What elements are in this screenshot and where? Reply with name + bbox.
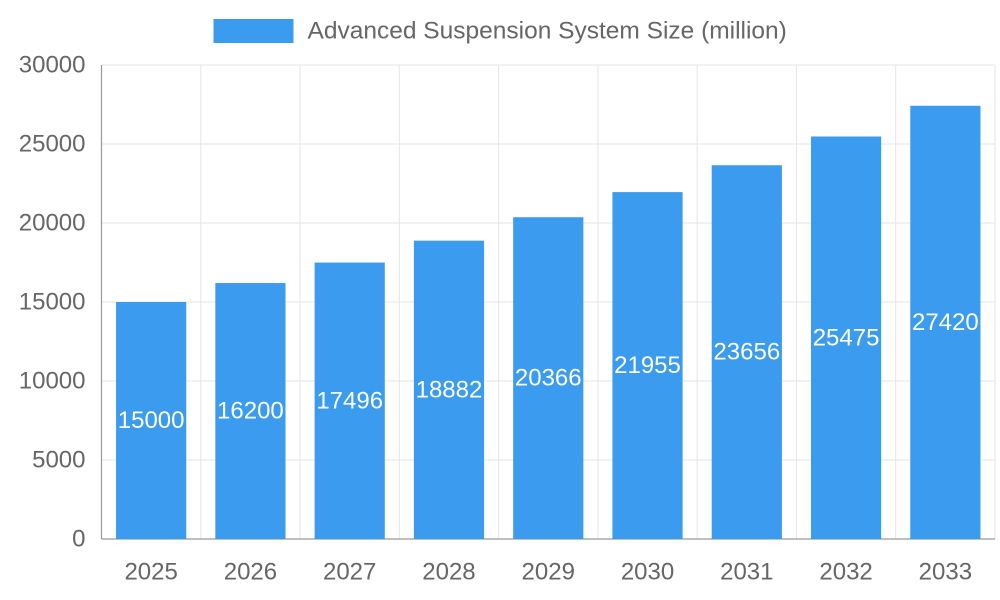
svg-text:20000: 20000	[19, 210, 86, 237]
svg-text:23656: 23656	[713, 339, 780, 366]
svg-text:2025: 2025	[124, 559, 177, 586]
svg-text:2027: 2027	[323, 559, 376, 586]
svg-text:2031: 2031	[720, 559, 773, 586]
svg-text:10000: 10000	[19, 368, 86, 395]
svg-text:25000: 25000	[19, 131, 86, 158]
svg-text:5000: 5000	[32, 447, 85, 474]
svg-text:27420: 27420	[912, 309, 979, 336]
svg-text:21955: 21955	[614, 352, 681, 379]
svg-text:2033: 2033	[919, 559, 972, 586]
svg-text:2029: 2029	[522, 559, 575, 586]
svg-text:20366: 20366	[515, 365, 582, 392]
svg-text:30000: 30000	[19, 52, 86, 79]
svg-text:2032: 2032	[819, 559, 872, 586]
svg-text:16200: 16200	[217, 398, 284, 425]
svg-text:15000: 15000	[19, 289, 86, 316]
svg-text:0: 0	[72, 526, 85, 553]
svg-text:2026: 2026	[224, 559, 277, 586]
svg-text:15000: 15000	[118, 407, 185, 434]
svg-text:Advanced Suspension System Siz: Advanced Suspension System Size (million…	[308, 18, 787, 45]
svg-text:25475: 25475	[813, 324, 880, 351]
svg-text:2028: 2028	[422, 559, 475, 586]
svg-text:2030: 2030	[621, 559, 674, 586]
svg-text:18882: 18882	[416, 376, 483, 403]
svg-text:17496: 17496	[316, 387, 383, 414]
